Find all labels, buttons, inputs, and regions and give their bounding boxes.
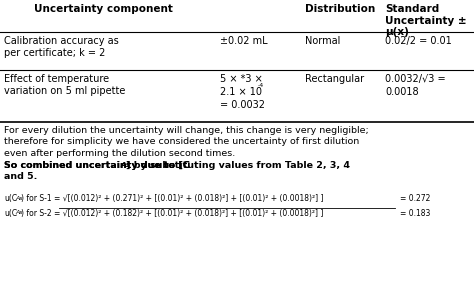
Text: and 5.: and 5. <box>4 172 37 181</box>
Text: ) for S-1 = √[(0.012)² + (0.271)² + [(0.01)² + (0.018)²] + [(0.01)² + (0.0018)²]: ) for S-1 = √[(0.012)² + (0.271)² + [(0.… <box>21 194 323 203</box>
Text: So combined uncertainty due to [C: So combined uncertainty due to [C <box>4 161 190 170</box>
Text: even after performing the dilution second times.: even after performing the dilution secon… <box>4 149 235 158</box>
Text: u(C: u(C <box>4 209 17 218</box>
Text: = 0.272: = 0.272 <box>400 194 430 203</box>
Text: As: As <box>121 162 131 168</box>
Text: Standard
Uncertainty ±
μ(x): Standard Uncertainty ± μ(x) <box>385 4 466 37</box>
Text: 0.0018: 0.0018 <box>385 87 419 97</box>
Text: 0.02/2 = 0.01: 0.02/2 = 0.01 <box>385 36 452 46</box>
Text: Calibration accuracy as
per certificate; k = 2: Calibration accuracy as per certificate;… <box>4 36 119 58</box>
Text: = 0.183: = 0.183 <box>400 209 430 218</box>
Text: Normal: Normal <box>305 36 340 46</box>
Text: 5 × *3 ×: 5 × *3 × <box>220 74 263 84</box>
Text: Distribution: Distribution <box>305 4 375 14</box>
Text: As: As <box>15 196 22 201</box>
Text: = 0.0032: = 0.0032 <box>220 100 265 110</box>
Text: So combined uncertainty due to [C: So combined uncertainty due to [C <box>4 161 190 170</box>
Text: -4: -4 <box>258 83 264 88</box>
Text: For every dilution the uncertainty will change, this change is very negligible;: For every dilution the uncertainty will … <box>4 126 369 135</box>
Text: ) for S-2 = √[(0.012)² + (0.182)² + [(0.01)² + (0.018)²] + [(0.01)² + (0.0018)²]: ) for S-2 = √[(0.012)² + (0.182)² + [(0.… <box>21 209 323 218</box>
Text: As: As <box>15 211 22 216</box>
Text: Uncertainty component: Uncertainty component <box>34 4 173 14</box>
Text: So combined uncertainty due to [C: So combined uncertainty due to [C <box>0 293 1 294</box>
Text: 2.1 × 10: 2.1 × 10 <box>220 87 262 97</box>
Text: u(C: u(C <box>4 194 17 203</box>
Text: 0.0032/√3 =: 0.0032/√3 = <box>385 74 446 84</box>
Text: Effect of temperature
variation on 5 ml pipette: Effect of temperature variation on 5 ml … <box>4 74 126 96</box>
Text: Rectangular: Rectangular <box>305 74 364 84</box>
Text: therefore for simplicity we have considered the uncertainty of first dilution: therefore for simplicity we have conside… <box>4 138 359 146</box>
Text: ] by substituting values from Table 2, 3, 4: ] by substituting values from Table 2, 3… <box>126 161 350 170</box>
Text: ±0.02 mL: ±0.02 mL <box>220 36 268 46</box>
